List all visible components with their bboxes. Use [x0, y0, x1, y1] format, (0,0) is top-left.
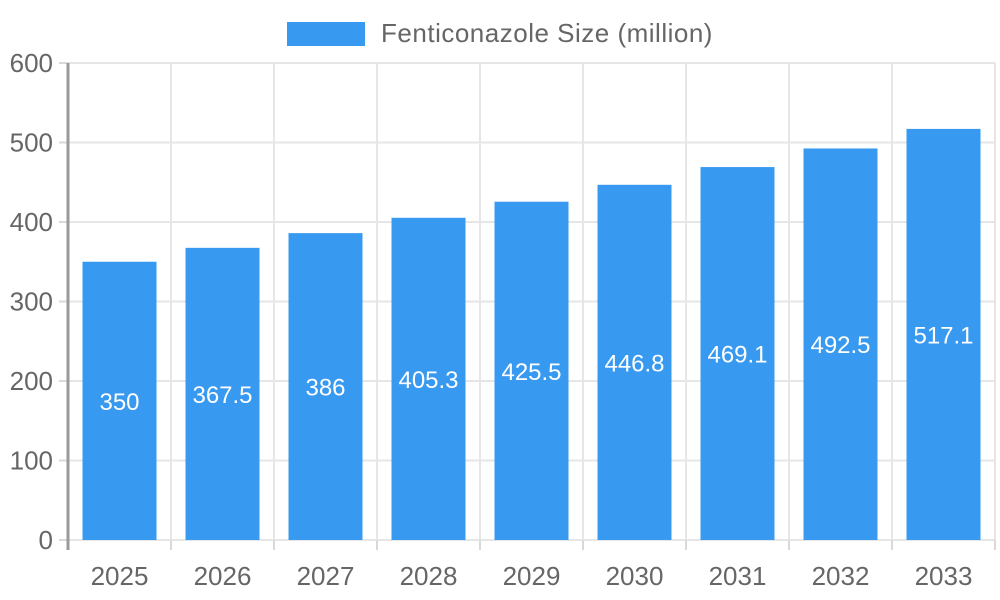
bar-2032[interactable]: [803, 148, 878, 540]
x-axis-label-2031: 2031: [709, 561, 767, 591]
x-axis-label-2025: 2025: [91, 561, 149, 591]
y-axis-label-600: 600: [10, 48, 53, 78]
x-axis-label-2033: 2033: [915, 561, 973, 591]
legend-label: Fenticonazole Size (million): [381, 18, 713, 48]
x-axis-label-2026: 2026: [194, 561, 252, 591]
x-axis-label-2028: 2028: [400, 561, 458, 591]
bar-value-label-2028: 405.3: [398, 367, 458, 394]
bar-2031[interactable]: [700, 167, 775, 541]
legend-swatch: [287, 21, 366, 46]
x-axis-label-2027: 2027: [297, 561, 355, 591]
bar-2027[interactable]: [288, 233, 363, 540]
bar-value-label-2026: 367.5: [192, 382, 252, 409]
bar-value-label-2027: 386: [305, 375, 345, 402]
bar-2030[interactable]: [597, 184, 672, 540]
bar-2028[interactable]: [391, 217, 466, 540]
y-axis-label-500: 500: [10, 128, 53, 158]
chart-legend[interactable]: Fenticonazole Size (million): [0, 18, 1000, 49]
x-axis-label-2030: 2030: [606, 561, 664, 591]
y-axis-label-300: 300: [10, 287, 53, 317]
bar-value-label-2032: 492.5: [810, 332, 870, 359]
bar-2026[interactable]: [185, 247, 260, 540]
x-axis-label-2029: 2029: [503, 561, 561, 591]
bar-value-label-2033: 517.1: [913, 322, 973, 349]
bar-value-label-2031: 469.1: [707, 342, 767, 369]
bar-2029[interactable]: [494, 201, 569, 541]
bar-value-label-2029: 425.5: [501, 359, 561, 386]
bar-2025[interactable]: [82, 261, 157, 540]
y-axis-label-400: 400: [10, 207, 53, 237]
y-axis-label-100: 100: [10, 446, 53, 476]
y-axis-label-200: 200: [10, 366, 53, 396]
bar-2033[interactable]: [906, 128, 981, 540]
bar-value-label-2025: 350: [99, 389, 139, 416]
bar-value-label-2030: 446.8: [604, 350, 664, 377]
x-axis-label-2032: 2032: [812, 561, 870, 591]
y-axis-label-0: 0: [39, 525, 53, 555]
